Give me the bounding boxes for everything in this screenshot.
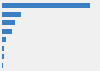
Bar (2, 46, 4, 51)
Bar (2, 63, 3, 68)
Bar (2, 3, 90, 8)
Bar (2, 20, 15, 25)
Bar (2, 37, 6, 42)
Bar (2, 12, 21, 17)
Bar (2, 29, 12, 34)
Bar (2, 54, 4, 59)
